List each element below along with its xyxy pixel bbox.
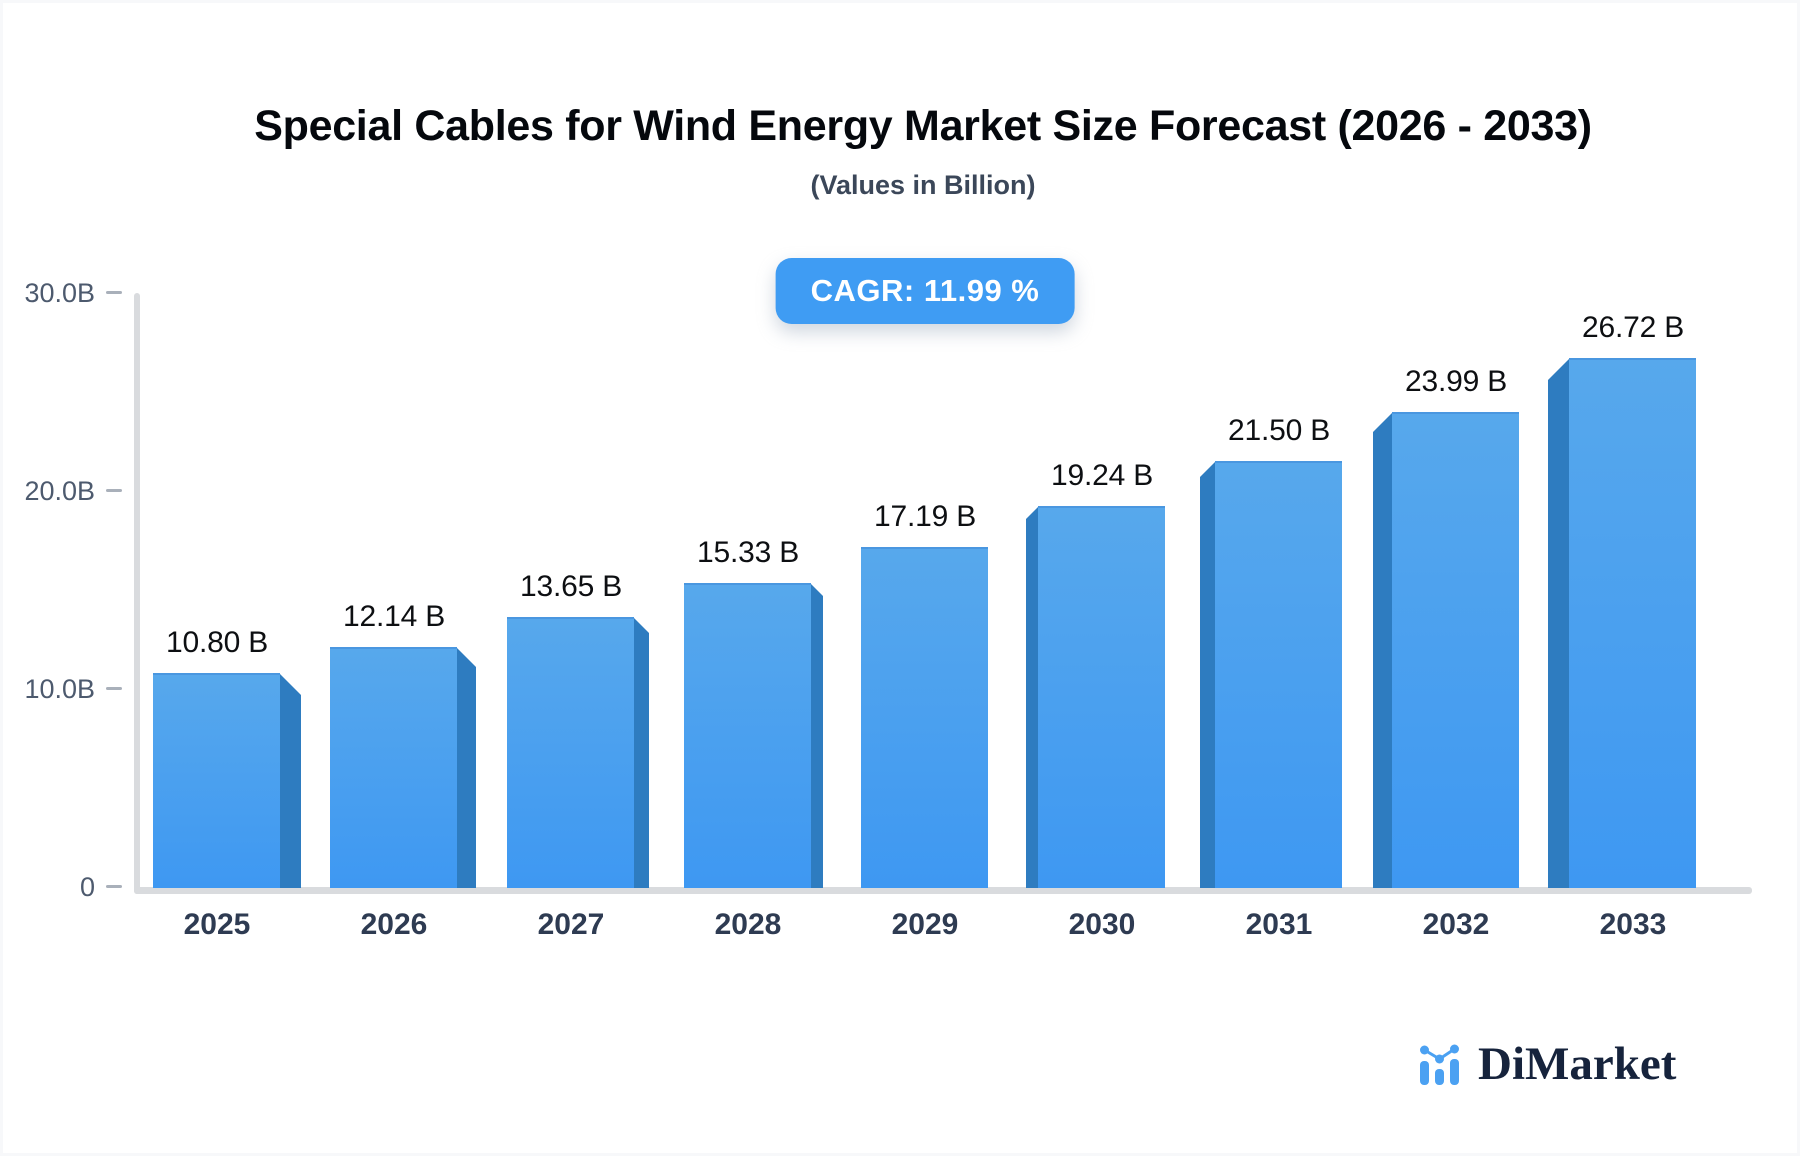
cagr-badge: CAGR: 11.99 % [775,258,1075,324]
bar-side-face-2028 [810,583,823,888]
bar-2033 [1569,358,1696,888]
y-axis-line [134,293,140,894]
y-axis-tick-label: 20.0B [24,476,95,506]
bar-value-label: 17.19 B [873,500,977,533]
x-axis-label: 2030 [1068,908,1136,941]
x-axis-label: 2031 [1245,908,1313,941]
bar-value-label: 26.72 B [1581,311,1685,344]
y-axis-tick-mark [106,291,122,294]
bar-2025 [153,673,280,888]
page-title: Special Cables for Wind Energy Market Si… [254,102,1592,150]
bar-2030 [1038,506,1165,888]
x-axis-label: 2028 [714,908,782,941]
y-axis-tick-label: 30.0B [24,278,95,308]
bar-side-face-2033 [1548,358,1570,888]
bar-2026 [330,647,457,888]
dimarket-logo: DiMarket [1418,1041,1676,1088]
bar-2028 [684,583,811,888]
dimarket-logo-icon [1420,1044,1459,1085]
x-axis-label: 2027 [537,908,605,941]
bar-value-label: 23.99 B [1404,365,1508,398]
y-axis-tick-label: 10.0B [24,674,95,704]
bar-value-label: 19.24 B [1050,459,1154,492]
x-axis-label: 2029 [891,908,959,941]
bar-2027 [507,617,634,888]
bar-side-face-2026 [456,647,476,888]
bar-2032 [1392,412,1519,888]
x-axis-label: 2026 [360,908,428,941]
bar-value-label: 10.80 B [165,626,269,659]
y-axis-tick-label: 0 [79,872,95,902]
x-axis-label: 2033 [1599,908,1667,941]
x-axis-label: 2025 [183,908,251,941]
bar-2029 [861,547,988,888]
x-axis-baseline [134,887,1752,894]
bar-side-face-2027 [633,617,649,888]
y-axis-tick-mark [106,687,122,690]
x-axis-label: 2032 [1422,908,1490,941]
bar-value-label: 21.50 B [1227,414,1331,447]
bar-side-face-2025 [279,673,301,888]
bar-2031 [1215,461,1342,888]
bar-side-face-2031 [1200,461,1216,888]
y-axis-tick-mark [106,489,122,492]
page-subtitle: (Values in Billion) [810,170,1036,200]
dimarket-logo-text: DiMarket [1478,1038,1677,1090]
bar-value-label: 15.33 B [696,536,800,569]
bar-value-label: 13.65 B [519,570,623,603]
bar-side-face-2032 [1373,412,1393,888]
bar-chart-plot-area: 30.0B 20.0B 10.0B 0 10.80 B 2025 12.14 B 2026 13… [3,3,1797,1153]
bar-side-face-2030 [1026,506,1039,888]
bar-value-label: 12.14 B [342,600,446,633]
y-axis-tick-mark [106,885,122,888]
